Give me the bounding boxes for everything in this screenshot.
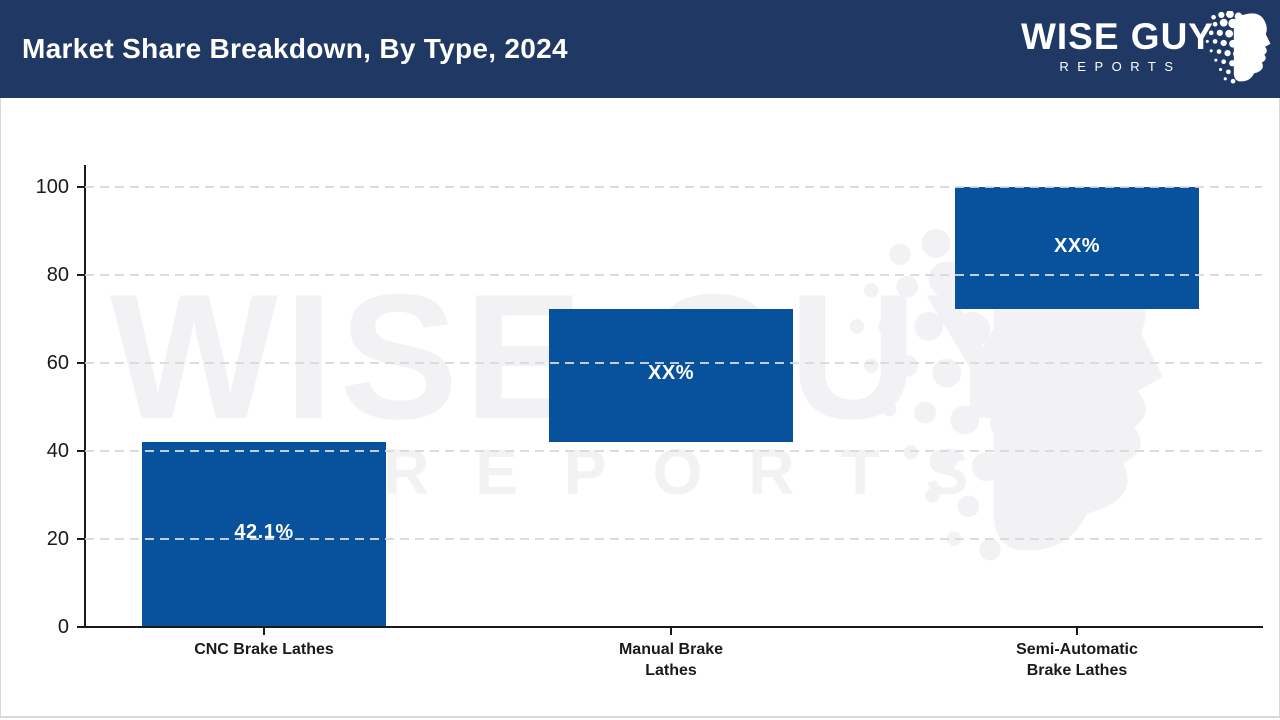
y-tick-label: 80 (46, 264, 69, 286)
bar-value-label: XX% (648, 362, 694, 385)
y-tick-mark (77, 450, 85, 452)
gridline (85, 186, 1262, 188)
gridline (85, 450, 1262, 452)
y-tick-label: 100 (35, 176, 69, 198)
y-tick-label: 40 (46, 440, 69, 462)
y-tick-mark (77, 274, 85, 276)
y-tick-label: 0 (57, 616, 69, 638)
y-tick-mark (77, 538, 85, 540)
x-category-label: Semi-Automatic Brake Lathes (947, 639, 1207, 681)
bar-value-label: XX% (1054, 234, 1100, 257)
y-tick-mark (77, 186, 85, 188)
x-category-label-line: Manual Brake (618, 641, 724, 658)
x-category-label: CNC Brake Lathes (134, 639, 394, 660)
x-category-label-line: Semi-Automatic (1016, 641, 1138, 658)
bar-value-label: 42.1% (234, 521, 294, 544)
y-tick-label: 20 (46, 528, 69, 550)
bar (142, 441, 386, 627)
x-category-label: Manual Brake Lathes (541, 639, 801, 681)
x-category-label-line: CNC Brake Lathes (194, 641, 334, 658)
x-category-label-line: Brake Lathes (1026, 662, 1128, 679)
y-tick-mark (77, 626, 85, 628)
gridline (85, 538, 1262, 540)
x-tick-mark (1076, 628, 1078, 635)
x-tick-mark (263, 628, 265, 635)
logo-text: WISE GUY REPORTS (1020, 16, 1214, 75)
y-tick-label: 60 (46, 352, 69, 374)
gridline (85, 274, 1262, 276)
bar (549, 308, 793, 442)
plot-area: WISE GUY REPORTS 42.1% XX% XX% 0 20 40 60 80 100… (0, 98, 1280, 718)
logo-subtitle: REPORTS (1059, 59, 1182, 74)
wiseguy-logo: WISE GUY REPORTS (1018, 9, 1274, 91)
chart-title: Market Share Breakdown, By Type, 2024 (22, 33, 568, 64)
y-tick-mark (77, 362, 85, 364)
gridline (85, 362, 1262, 364)
x-tick-mark (670, 628, 672, 635)
logo-face-icon (1202, 11, 1271, 84)
x-category-label-line: Lathes (645, 662, 697, 679)
app-header: Market Share Breakdown, By Type, 2024 WI… (0, 0, 1280, 98)
y-axis-spine (84, 165, 86, 628)
bar (955, 187, 1199, 309)
logo-wordmark: WISE GUY (1020, 16, 1214, 57)
x-axis-spine (84, 626, 1263, 628)
